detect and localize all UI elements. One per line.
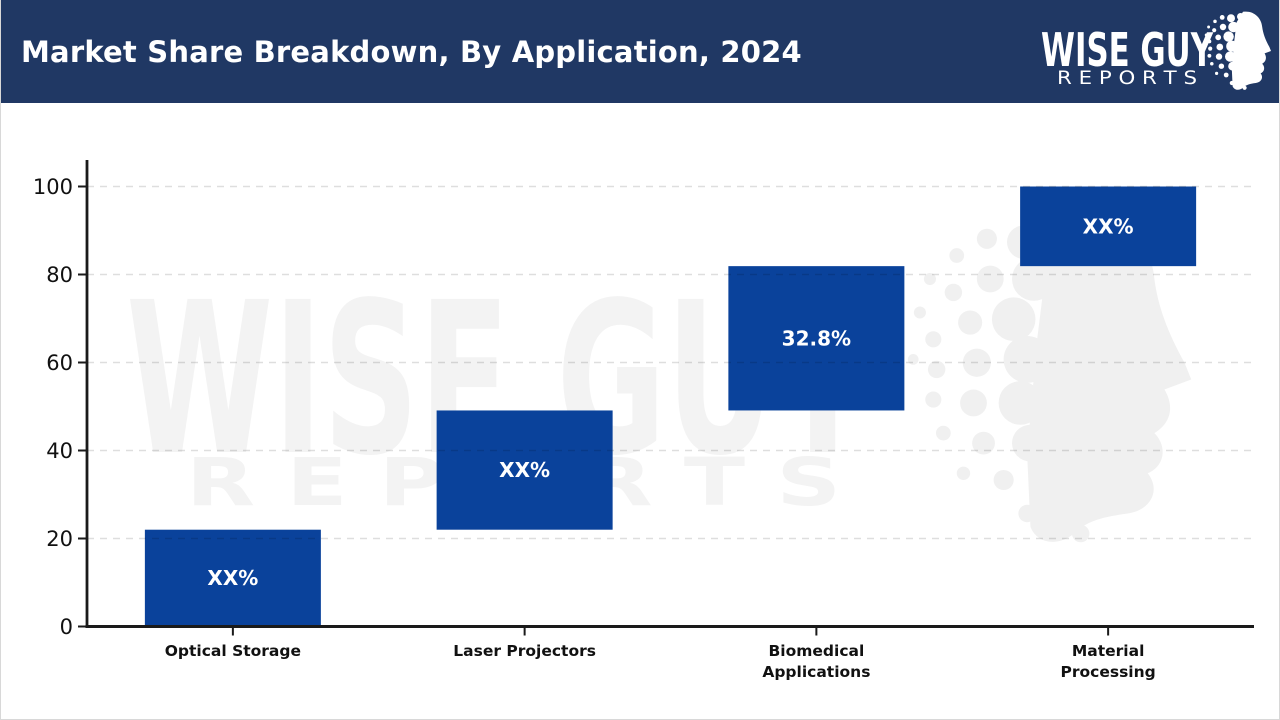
bar: [728, 266, 905, 411]
logo-face-icon: [1203, 11, 1271, 90]
y-tick-label: 60: [46, 351, 73, 375]
bar: [436, 410, 613, 530]
bar-value-label: 32.8%: [782, 326, 851, 350]
x-tick-label: Biomedical Applications: [762, 642, 870, 681]
bar: [144, 529, 321, 627]
page-title: Market Share Breakdown, By Application, …: [21, 34, 802, 69]
x-tick-label: Optical Storage: [165, 642, 301, 660]
x-tick-label: Laser Projectors: [453, 642, 596, 660]
y-tick-label: 40: [46, 439, 73, 463]
y-tick-label: 80: [46, 263, 73, 287]
logo-subtext: R E P O R T S: [1057, 67, 1197, 89]
y-tick-label: 0: [60, 615, 73, 639]
bar: [1020, 186, 1197, 267]
bar-value-label: XX%: [499, 458, 550, 482]
y-tick-label: 20: [46, 527, 73, 551]
wise-guy-reports-logo: WISE GUY R E P O R T S: [1041, 11, 1271, 90]
bar-value-label: XX%: [1083, 214, 1134, 238]
y-tick-label: 100: [33, 175, 73, 199]
logo-wordmark: WISE GUY: [1041, 23, 1213, 77]
header-band: Market Share Breakdown, By Application, …: [1, 0, 1279, 103]
x-tick-label: Material Processing: [1061, 642, 1156, 681]
bar-value-label: XX%: [207, 566, 258, 590]
